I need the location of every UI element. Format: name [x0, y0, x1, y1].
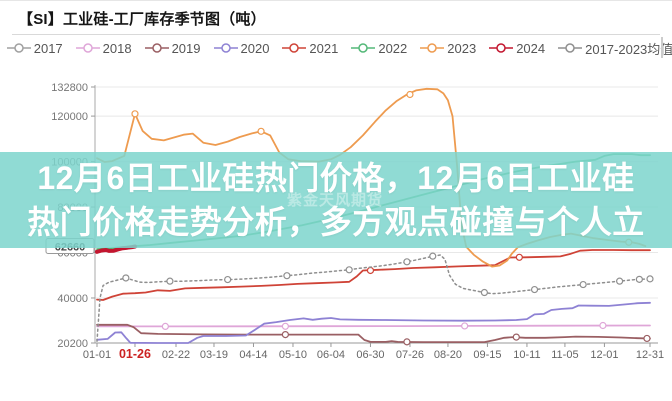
legend-label: 2020	[240, 40, 270, 56]
article-title-overlay: 紫金天风期货 12月6日工业硅热门价格，12月6日工业硅 热门价格走势分析，多方…	[0, 152, 672, 248]
page-title: 【SI】工业硅-工厂库存季节图（吨）	[18, 11, 266, 28]
legend-item-2022[interactable]: 2022	[351, 41, 407, 56]
x-tick-label: 11-05	[551, 349, 578, 361]
series-line-2021	[96, 249, 651, 301]
series-marker-2017-2023均值	[480, 288, 489, 297]
series-marker-2019	[643, 334, 651, 343]
legend-marker-icon	[6, 43, 31, 53]
series-marker-2019	[512, 333, 520, 341]
x-tick-label: 05-10	[279, 349, 307, 361]
legend-item-2019[interactable]: 2019	[144, 40, 201, 56]
legend-label: 2018	[102, 40, 132, 56]
series-marker-2017-2023均值	[579, 280, 587, 289]
y-tick-label: 40000	[57, 293, 88, 305]
series-marker-2023	[406, 90, 414, 99]
series-marker-2017-2023均值	[635, 275, 643, 283]
series-marker-2017-2023均值	[403, 258, 411, 266]
legend-item-2017[interactable]: 2017	[6, 40, 63, 56]
x-tick-label: 04-14	[239, 349, 267, 361]
series-marker-2019	[403, 338, 411, 346]
x-tick-label: 02-22	[162, 349, 190, 361]
x-tick-label: 03-19	[200, 349, 228, 361]
legend-label: 2023	[447, 40, 477, 56]
x-tick-label: 09-15	[473, 349, 501, 361]
legend-label: 2017-2023均值	[585, 41, 672, 57]
y-tick-label: 132800	[51, 82, 88, 94]
legend-marker-icon	[420, 43, 445, 53]
series-marker-2018	[599, 321, 607, 330]
legend-item-2023[interactable]: 2023	[420, 41, 476, 56]
y-tick-label: 20200	[57, 338, 88, 350]
chart-legend: 2017 2018 2019 2020 2021 2022 2023 2024 2017-202…	[6, 38, 672, 58]
series-marker-2017-2023均值	[122, 274, 130, 282]
legend-marker-icon	[489, 43, 514, 53]
series-marker-2017-2023均值	[224, 275, 232, 284]
x-tick-label: 01-01	[83, 349, 111, 361]
legend-label: 2024	[516, 40, 546, 56]
x-tick-label: 01-26	[119, 347, 151, 361]
series-marker-2021	[515, 253, 523, 261]
title-divider	[12, 34, 660, 35]
series-line-2019	[96, 323, 651, 344]
legend-scrollbar[interactable]	[661, 37, 663, 58]
legend-marker-icon	[558, 43, 583, 53]
series-line-2018	[96, 324, 651, 328]
legend-item-2020[interactable]: 2020	[213, 40, 270, 56]
overlay-title-line-2: 热门价格走势分析，多方观点碰撞与个人立	[27, 204, 645, 240]
x-tick-label: 08-20	[434, 349, 462, 361]
series-marker-2019	[281, 330, 289, 339]
legend-marker-icon	[213, 43, 238, 53]
series-marker-2017-2023均值	[166, 277, 174, 285]
x-tick-label: 10-11	[513, 349, 540, 361]
series-marker-2017-2023均值	[345, 266, 353, 274]
series-marker-2017-2023均值	[616, 277, 624, 285]
series-marker-2018	[161, 322, 169, 331]
series-marker-2017-2023均值	[283, 272, 291, 280]
series-marker-2017-2023均值	[530, 285, 539, 294]
series-marker-2017-2023均值	[646, 275, 654, 283]
legend-marker-icon	[351, 43, 376, 53]
overlay-title-line-1: 12月6日工业硅热门价格，12月6日工业硅	[37, 160, 635, 196]
legend-label: 2017	[33, 40, 63, 56]
x-tick-label: 12-01	[590, 349, 618, 361]
legend-label: 2021	[309, 40, 339, 56]
legend-label: 2022	[378, 40, 408, 56]
series-marker-2018	[461, 322, 469, 330]
legend-marker-icon	[75, 43, 100, 53]
watermark-text: 紫金天风期货	[287, 192, 384, 209]
legend-item-2017-2023均值[interactable]: 2017-2023均值	[558, 39, 672, 58]
legend-marker-icon	[282, 43, 307, 53]
x-tick-label: 06-30	[356, 349, 384, 361]
legend-item-2018[interactable]: 2018	[75, 40, 132, 56]
series-marker-2018	[281, 322, 289, 330]
x-tick-label: 06-04	[317, 349, 345, 361]
x-tick-label: 12-31	[636, 349, 664, 361]
series-marker-2023	[131, 110, 139, 118]
series-marker-2017-2023均值	[429, 252, 437, 260]
legend-item-2021[interactable]: 2021	[282, 41, 338, 56]
legend-item-2024[interactable]: 2024	[489, 41, 545, 56]
series-line-2020	[96, 301, 651, 344]
y-tick-label: 120000	[51, 111, 88, 123]
series-marker-2023	[257, 127, 265, 135]
legend-label: 2019	[171, 40, 201, 56]
series-marker-2021	[366, 266, 375, 275]
x-tick-label: 07-26	[396, 349, 424, 361]
legend-marker-icon	[144, 43, 169, 53]
